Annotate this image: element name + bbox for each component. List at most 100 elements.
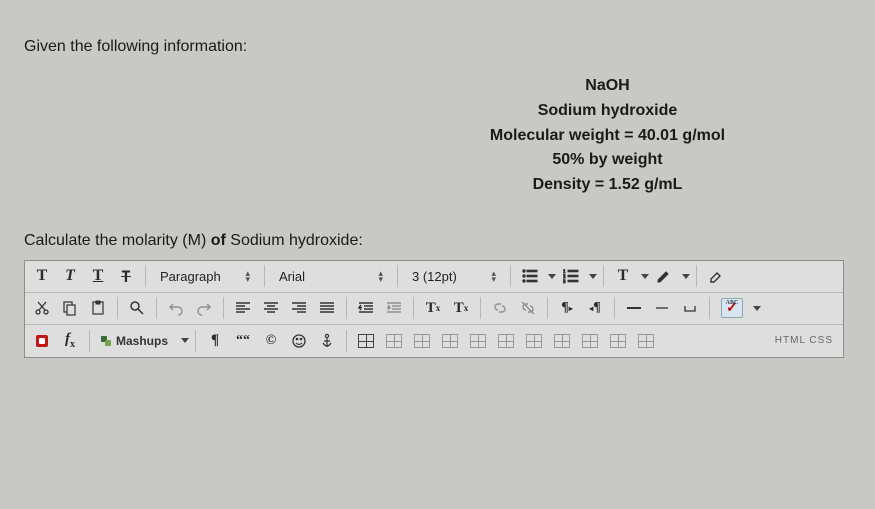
spinner-icon: ▴▾ — [245, 270, 250, 282]
redo-button[interactable] — [191, 295, 217, 321]
find-button[interactable] — [124, 295, 150, 321]
table-col-right-button[interactable] — [465, 328, 491, 354]
table-icon — [582, 334, 598, 348]
show-blocks-button[interactable]: ¶ — [202, 328, 228, 354]
table-delete-col-button[interactable] — [521, 328, 547, 354]
indent-button[interactable] — [381, 295, 407, 321]
unlink-button[interactable] — [515, 295, 541, 321]
separator — [145, 265, 146, 287]
redo-icon — [196, 300, 212, 316]
format-select-label: Paragraph — [160, 269, 221, 284]
underline-button[interactable]: T — [85, 263, 111, 289]
align-left-button[interactable] — [230, 295, 256, 321]
table-icon — [442, 334, 458, 348]
cut-button[interactable] — [29, 295, 55, 321]
table-delete-row-button[interactable] — [493, 328, 519, 354]
table-icon — [470, 334, 486, 348]
spinner-icon: ▴▾ — [378, 270, 383, 282]
align-justify-button[interactable] — [314, 295, 340, 321]
table-merge-button[interactable] — [549, 328, 575, 354]
separator — [480, 297, 481, 319]
dropdown-icon[interactable] — [641, 274, 649, 279]
superscript-button[interactable]: Tx — [420, 295, 446, 321]
formula-button[interactable]: fx — [57, 328, 83, 354]
html-css-toggle[interactable]: HTML CSS — [769, 335, 839, 346]
paste-icon — [90, 300, 106, 316]
undo-button[interactable] — [163, 295, 189, 321]
clear-format-button[interactable] — [703, 263, 729, 289]
dropdown-icon[interactable] — [753, 306, 761, 311]
table-props-button[interactable] — [605, 328, 631, 354]
separator — [223, 297, 224, 319]
dropdown-icon[interactable] — [589, 274, 597, 279]
smile-icon — [291, 333, 307, 349]
fx-icon: fx — [65, 331, 75, 350]
rich-text-editor: T T T T Paragraph ▴▾ Arial ▴▾ 3 (12pt) ▴… — [24, 260, 844, 358]
spinner-icon: ▴▾ — [491, 270, 496, 282]
scissors-icon — [34, 300, 50, 316]
bold-button[interactable]: T — [29, 263, 55, 289]
separator — [603, 265, 604, 287]
table-row-below-button[interactable] — [409, 328, 435, 354]
separator — [89, 330, 90, 352]
strike-button[interactable]: T — [113, 263, 139, 289]
calc-of: of — [211, 232, 231, 249]
separator — [709, 297, 710, 319]
info-density: Density = 1.52 g/mL — [364, 173, 851, 198]
number-list-button[interactable]: 123 — [558, 263, 584, 289]
table-icon — [610, 334, 626, 348]
mashups-icon — [101, 336, 111, 346]
bullet-list-button[interactable] — [517, 263, 543, 289]
copy-icon — [62, 300, 78, 316]
question-calc: Calculate the molarity (M) of Sodium hyd… — [24, 232, 851, 250]
outdent-button[interactable] — [353, 295, 379, 321]
hr-button[interactable] — [621, 295, 647, 321]
emoji-button[interactable] — [286, 328, 312, 354]
text-color-button[interactable]: T — [610, 263, 636, 289]
table-icon — [358, 334, 374, 348]
separator — [510, 265, 511, 287]
record-icon — [36, 335, 48, 347]
paste-button[interactable] — [85, 295, 111, 321]
separator — [346, 297, 347, 319]
table-icon — [638, 334, 654, 348]
spellcheck-icon: ✓ — [721, 298, 743, 318]
spellcheck-button[interactable]: ✓ — [716, 295, 748, 321]
format-select[interactable]: Paragraph ▴▾ — [152, 264, 258, 288]
copy-button[interactable] — [57, 295, 83, 321]
record-button[interactable] — [29, 328, 55, 354]
rtl-button[interactable]: ◂¶ — [582, 295, 608, 321]
info-pct: 50% by weight — [364, 148, 851, 173]
long-dash-button[interactable] — [649, 295, 675, 321]
italic-button[interactable]: T — [57, 263, 83, 289]
font-select[interactable]: Arial ▴▾ — [271, 264, 391, 288]
align-center-button[interactable] — [258, 295, 284, 321]
ltr-button[interactable]: ¶▸ — [554, 295, 580, 321]
indent-icon — [386, 300, 402, 316]
separator — [413, 297, 414, 319]
dropdown-icon[interactable] — [181, 338, 189, 343]
calc-prefix: Calculate the molarity (M) — [24, 232, 211, 249]
align-right-button[interactable] — [286, 295, 312, 321]
table-button[interactable] — [353, 328, 379, 354]
dropdown-icon[interactable] — [548, 274, 556, 279]
subscript-button[interactable]: Tx — [448, 295, 474, 321]
quote-button[interactable]: ““ — [230, 328, 256, 354]
size-select[interactable]: 3 (12pt) ▴▾ — [404, 264, 504, 288]
highlight-button[interactable] — [651, 263, 677, 289]
link-button[interactable] — [487, 295, 513, 321]
separator — [195, 330, 196, 352]
mashups-button[interactable]: Mashups — [96, 328, 176, 354]
table-col-left-button[interactable] — [437, 328, 463, 354]
dropdown-icon[interactable] — [682, 274, 690, 279]
table-icon — [554, 334, 570, 348]
undo-icon — [168, 300, 184, 316]
unlink-icon — [520, 300, 536, 316]
table-split-button[interactable] — [577, 328, 603, 354]
copyright-button[interactable]: © — [258, 328, 284, 354]
nbsp-button[interactable] — [677, 295, 703, 321]
anchor-button[interactable] — [314, 328, 340, 354]
table-delete-button[interactable] — [633, 328, 659, 354]
hr-icon — [626, 300, 642, 316]
table-row-above-button[interactable] — [381, 328, 407, 354]
